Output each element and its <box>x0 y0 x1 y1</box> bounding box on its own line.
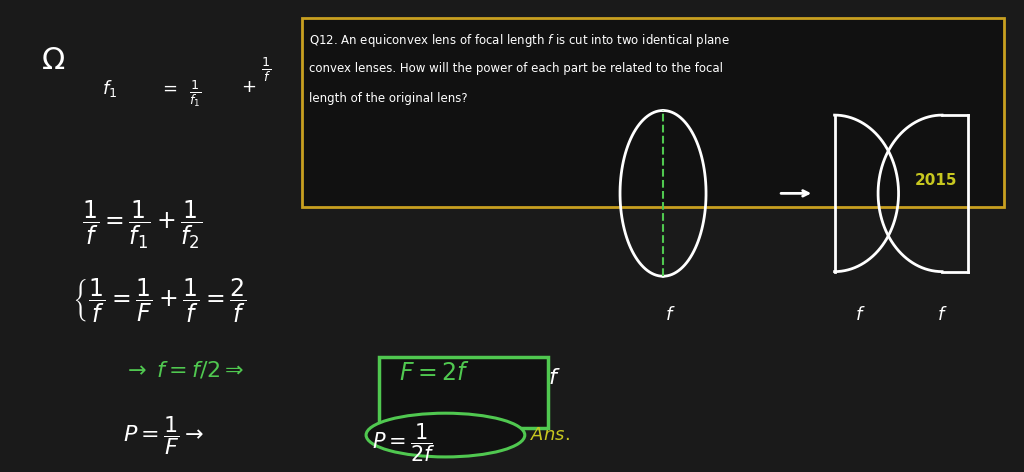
Text: $\frac{1}{f_1}$: $\frac{1}{f_1}$ <box>189 78 202 109</box>
Text: $+$: $+$ <box>241 78 256 96</box>
Text: $P = \dfrac{1}{F} \rightarrow$: $P = \dfrac{1}{F} \rightarrow$ <box>123 414 205 457</box>
Text: $f$: $f$ <box>855 306 865 324</box>
Text: $\left\{ \dfrac{1}{f} = \dfrac{1}{F} + \dfrac{1}{f} = \dfrac{2}{f} \right.$: $\left\{ \dfrac{1}{f} = \dfrac{1}{F} + \… <box>72 276 247 325</box>
Text: Q12. An equiconvex lens of focal length $f$ is cut into two identical plane: Q12. An equiconvex lens of focal length … <box>309 32 730 49</box>
Text: $F = 2f$: $F = 2f$ <box>399 362 470 386</box>
Text: convex lenses. How will the power of each part be related to the focal: convex lenses. How will the power of eac… <box>309 62 723 75</box>
Text: $=$: $=$ <box>159 78 177 96</box>
Text: $f$: $f$ <box>666 306 676 324</box>
Text: $Ans.$: $Ans.$ <box>530 426 570 444</box>
Text: 2015: 2015 <box>914 173 957 188</box>
Text: length of the original lens?: length of the original lens? <box>309 92 468 105</box>
Text: $\Omega$: $\Omega$ <box>41 46 66 75</box>
Text: $f$: $f$ <box>937 306 947 324</box>
FancyBboxPatch shape <box>379 357 548 428</box>
FancyBboxPatch shape <box>302 18 1004 207</box>
Text: $f_1$: $f_1$ <box>102 78 118 99</box>
Text: $\rightarrow \; f = f/2 \Rightarrow$: $\rightarrow \; f = f/2 \Rightarrow$ <box>123 359 244 380</box>
Ellipse shape <box>367 413 524 457</box>
Text: $\frac{1}{f}$: $\frac{1}{f}$ <box>261 55 271 84</box>
Text: $f$: $f$ <box>548 368 560 388</box>
Text: $P = \dfrac{1}{2f}$: $P = \dfrac{1}{2f}$ <box>372 421 435 464</box>
Text: $\dfrac{1}{f} = \dfrac{1}{f_1} + \dfrac{1}{f_2}$: $\dfrac{1}{f} = \dfrac{1}{f_1} + \dfrac{… <box>82 198 202 251</box>
